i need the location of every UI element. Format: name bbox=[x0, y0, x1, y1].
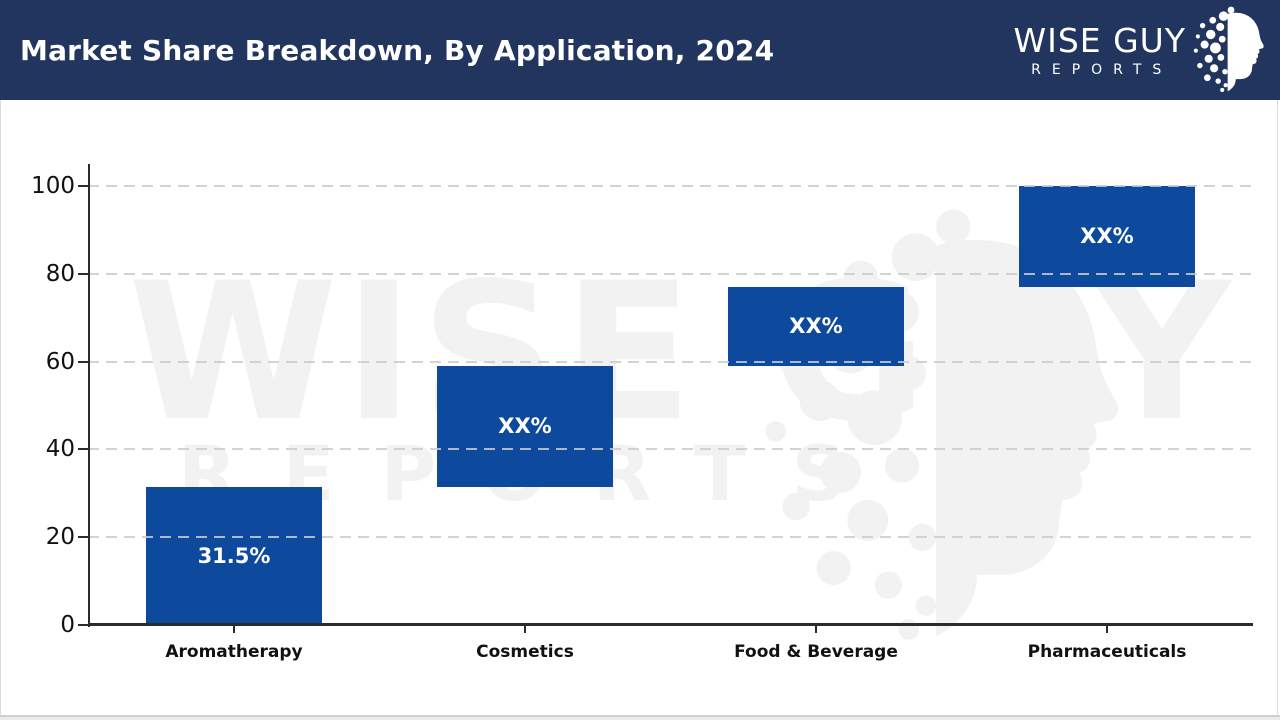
bar-value-label: XX% bbox=[498, 414, 552, 438]
gridline bbox=[88, 536, 1253, 538]
bar-value-label: XX% bbox=[1080, 224, 1134, 248]
logo-text: WISE GUY REPORTS bbox=[1013, 20, 1186, 78]
gridline bbox=[88, 448, 1253, 450]
bar-segment bbox=[1019, 186, 1195, 287]
right-border bbox=[1277, 100, 1278, 716]
x-category-label: Food & Beverage bbox=[734, 642, 898, 662]
bar-segment bbox=[728, 287, 904, 366]
y-tick-label: 40 bbox=[45, 436, 75, 462]
bar-segment bbox=[437, 366, 613, 487]
gridline bbox=[88, 361, 1253, 363]
bottom-border-line bbox=[0, 715, 1280, 717]
y-tick-label: 100 bbox=[31, 173, 75, 199]
bottom-border-strip bbox=[0, 717, 1280, 720]
logo-subtitle: REPORTS bbox=[1031, 61, 1173, 78]
x-tick-mark bbox=[233, 626, 235, 633]
y-tick-mark bbox=[78, 448, 88, 450]
x-category-label: Aromatherapy bbox=[165, 642, 303, 662]
bar-value-label: 31.5% bbox=[197, 544, 271, 568]
bar-value-label: XX% bbox=[789, 314, 843, 338]
logo-wordmark: WISE GUY bbox=[1013, 20, 1186, 60]
x-category-label: Cosmetics bbox=[476, 642, 574, 662]
y-tick-mark bbox=[78, 624, 88, 626]
x-axis-line bbox=[88, 623, 1253, 626]
y-tick-mark bbox=[78, 361, 88, 363]
wise-guy-reports-logo: WISE GUY REPORTS bbox=[1013, 4, 1270, 96]
header-band: Market Share Breakdown, By Application, … bbox=[0, 0, 1280, 100]
y-tick-label: 80 bbox=[45, 261, 75, 287]
gridline bbox=[88, 185, 1253, 187]
y-axis-line bbox=[88, 164, 90, 627]
x-tick-mark bbox=[524, 626, 526, 633]
page-title: Market Share Breakdown, By Application, … bbox=[20, 33, 775, 67]
y-tick-label: 60 bbox=[45, 349, 75, 375]
y-tick-mark bbox=[78, 273, 88, 275]
y-tick-mark bbox=[78, 185, 88, 187]
gridline bbox=[88, 273, 1253, 275]
dotted-head-icon bbox=[1193, 6, 1264, 92]
x-tick-mark bbox=[1106, 626, 1108, 633]
left-border bbox=[0, 100, 1, 716]
y-tick-mark bbox=[78, 536, 88, 538]
x-tick-mark bbox=[815, 626, 817, 633]
bar-segment bbox=[146, 487, 322, 625]
y-tick-label: 0 bbox=[60, 612, 75, 638]
y-tick-label: 20 bbox=[45, 524, 75, 550]
x-category-label: Pharmaceuticals bbox=[1027, 642, 1187, 662]
